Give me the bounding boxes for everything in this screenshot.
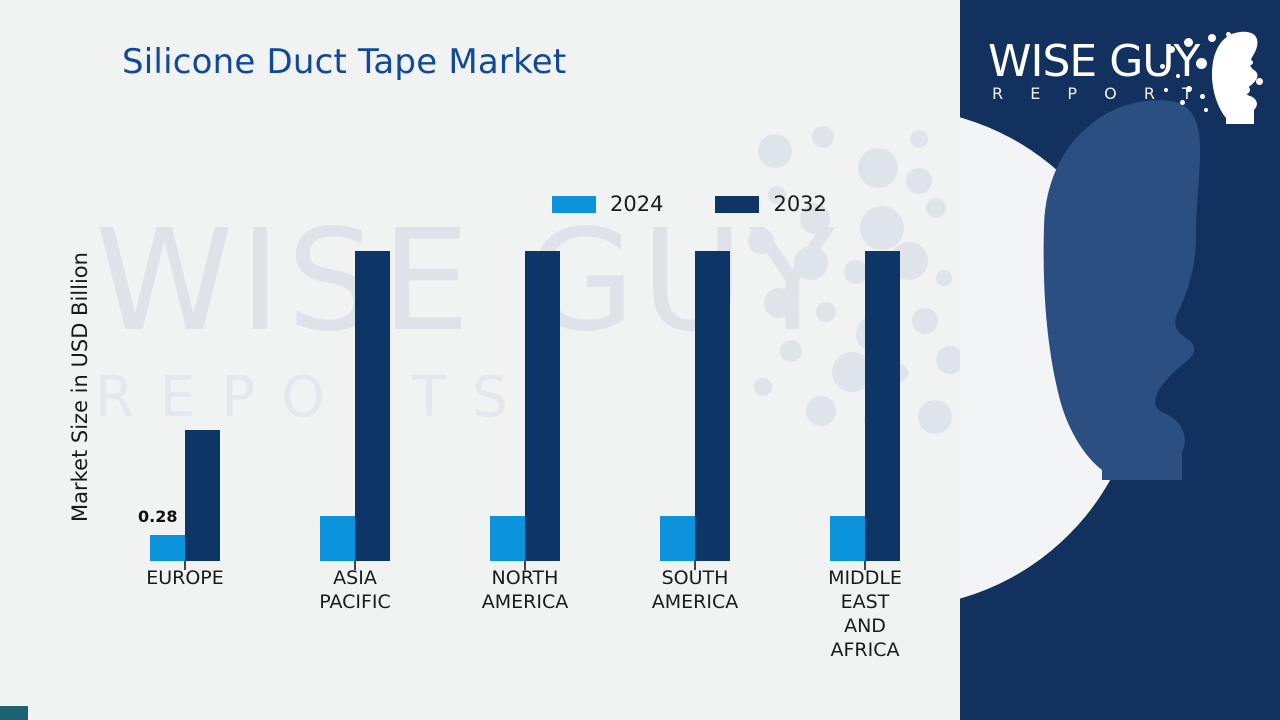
category-label-line: ASIA bbox=[333, 567, 377, 589]
category-label-line: AMERICA bbox=[481, 591, 569, 613]
brand-panel: WISE GUY R E P O R T S bbox=[960, 0, 1280, 720]
logo-particle-dot bbox=[1164, 88, 1168, 92]
category-label: EUROPE bbox=[100, 566, 270, 590]
bar-value-label: 0.28 bbox=[138, 506, 178, 526]
category-label-line: EAST bbox=[840, 591, 890, 613]
category-label-line: EUROPE bbox=[146, 567, 224, 589]
bottom-accent-strip bbox=[0, 706, 28, 720]
legend-item-2032[interactable]: 2032 bbox=[715, 192, 827, 216]
bar-2024[interactable] bbox=[660, 515, 695, 561]
legend-label-2024: 2024 bbox=[610, 192, 664, 216]
brand-logo: WISE GUY R E P O R T S bbox=[980, 30, 1263, 125]
category-label-line: AND bbox=[844, 615, 886, 637]
logo-particle-dot bbox=[1200, 94, 1205, 99]
logo-particle-dot bbox=[1196, 58, 1207, 69]
logo-particle-dot bbox=[1248, 60, 1253, 65]
bar-2032[interactable] bbox=[695, 251, 730, 561]
axis-tick bbox=[524, 561, 526, 570]
category-label-line: SOUTH bbox=[661, 567, 729, 589]
bar-2024[interactable] bbox=[830, 515, 865, 561]
bar-2024[interactable] bbox=[320, 515, 355, 561]
axis-tick bbox=[864, 561, 866, 570]
legend-swatch-2024 bbox=[552, 195, 596, 213]
chart-legend: 2024 2032 bbox=[552, 192, 827, 216]
logo-particle-dot bbox=[1208, 34, 1216, 42]
bar-2032[interactable] bbox=[185, 429, 220, 561]
category-label-line: PACIFIC bbox=[319, 591, 391, 613]
category-label: MIDDLE EAST AND AFRICA bbox=[780, 566, 950, 662]
category-label-line: MIDDLE bbox=[828, 567, 902, 589]
logo-particle-dot bbox=[1168, 46, 1175, 53]
legend-item-2024[interactable]: 2024 bbox=[552, 192, 663, 216]
bar-2024[interactable] bbox=[150, 534, 185, 561]
bar-2032[interactable] bbox=[525, 251, 560, 561]
axis-tick bbox=[694, 561, 696, 570]
logo-particle-dot bbox=[1256, 78, 1263, 85]
category-label: ASIA PACIFIC bbox=[270, 566, 440, 614]
logo-particle-dot bbox=[1176, 74, 1180, 78]
category-label: NORTH AMERICA bbox=[440, 566, 610, 614]
bar-2032[interactable] bbox=[355, 251, 390, 561]
legend-swatch-2032 bbox=[715, 195, 760, 213]
category-label: SOUTH AMERICA bbox=[610, 566, 780, 614]
logo-particle-dot bbox=[1184, 38, 1193, 47]
bar-2024[interactable] bbox=[490, 515, 525, 561]
category-label-line: NORTH bbox=[491, 567, 559, 589]
brand-logo-wordmark: WISE GUY bbox=[988, 36, 1200, 87]
head-silhouette-icon bbox=[1040, 100, 1280, 480]
logo-particle-dot bbox=[1186, 86, 1192, 92]
logo-head-icon bbox=[1210, 30, 1280, 126]
chart-panel: WISE GUY REPORTS Silicone Duct Tape Mark… bbox=[68, 42, 960, 662]
logo-particle-dot bbox=[1204, 108, 1208, 112]
category-label-line: AMERICA bbox=[651, 591, 739, 613]
plot-area: 0.28 EUROPE ASIA PACIFIC NORTH AMERICA SOUTH AM… bbox=[100, 251, 950, 662]
category-label-line: AFRICA bbox=[830, 639, 900, 661]
legend-label-2032: 2032 bbox=[773, 192, 827, 216]
logo-particle-dot bbox=[1242, 86, 1250, 94]
logo-particle-dot bbox=[1160, 64, 1165, 69]
page-title: Silicone Duct Tape Market bbox=[122, 42, 567, 82]
logo-particle-dot bbox=[1226, 32, 1231, 37]
brand-logo-subtitle: R E P O R T S bbox=[992, 84, 1241, 103]
axis-tick bbox=[354, 561, 356, 570]
bar-2032[interactable] bbox=[865, 251, 900, 561]
axis-tick bbox=[184, 561, 186, 570]
logo-particle-dot bbox=[1180, 100, 1185, 105]
